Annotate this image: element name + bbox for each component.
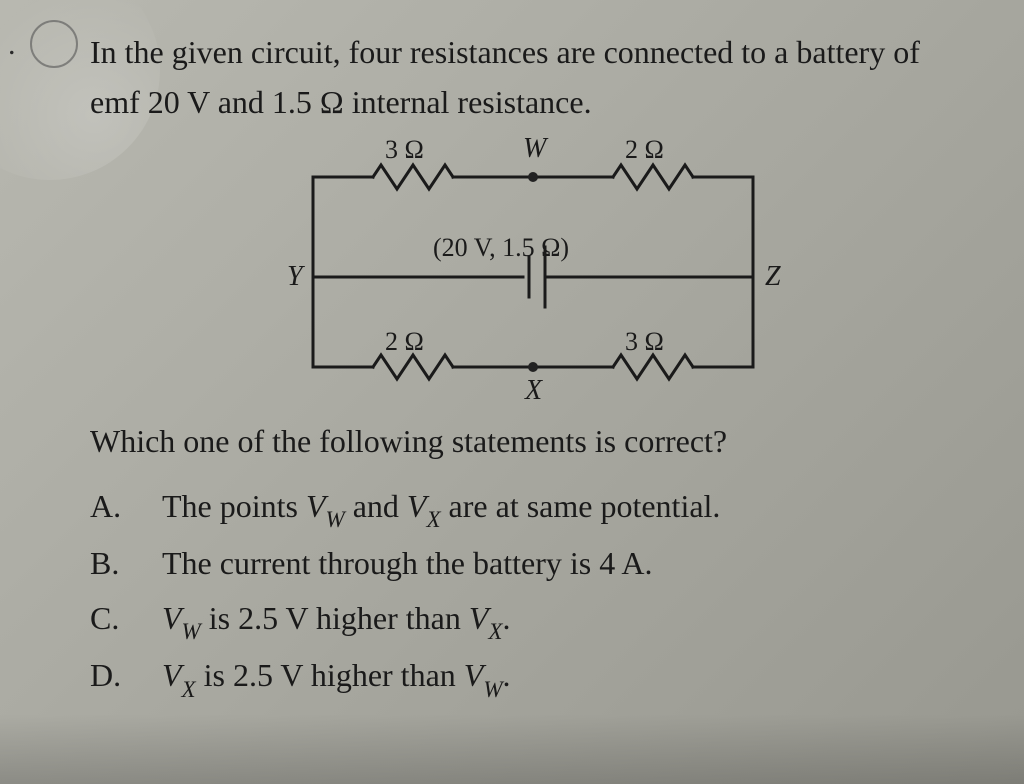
page: . In the given circuit, four resistances… [0,0,1024,784]
node-z-label: Z [765,261,781,293]
resistor-top-left-label: 3 Ω [385,135,424,165]
option-b-letter: B. [90,536,134,590]
resistor-bottom-left-label: 2 Ω [385,327,424,357]
option-d-letter: D. [90,648,134,702]
option-c-text: VW is 2.5 V higher than VX. [162,591,511,649]
option-b-text: The current through the battery is 4 A. [162,536,653,590]
battery-label: (20 V, 1.5 Ω) [433,233,569,263]
option-a-text: The points VW and VX are at same potenti… [162,479,720,537]
question-number-circle [30,20,78,68]
node-y-label: Y [287,261,303,293]
node-w-label: W [523,133,546,165]
option-b: B. The current through the battery is 4 … [90,536,976,590]
question-stem: In the given circuit, four resistances a… [90,28,976,127]
circuit-svg [273,137,793,407]
option-c: C. VW is 2.5 V higher than VX. [90,591,976,649]
question-closing: Which one of the following statements is… [90,417,976,467]
option-a: A. The points VW and VX are at same pote… [90,479,976,537]
option-d-text: VX is 2.5 V higher than VW. [162,648,511,706]
resistor-bottom-right-label: 3 Ω [625,327,664,357]
resistor-top-right-label: 2 Ω [625,135,664,165]
options-list: A. The points VW and VX are at same pote… [90,479,976,706]
list-bullet: . [8,28,16,62]
option-a-letter: A. [90,479,134,533]
option-c-letter: C. [90,591,134,645]
circuit-diagram: 3 Ω W 2 Ω (20 V, 1.5 Ω) Y Z 2 Ω 3 Ω X [90,137,976,407]
node-x-label: X [525,375,542,407]
option-d: D. VX is 2.5 V higher than VW. [90,648,976,706]
